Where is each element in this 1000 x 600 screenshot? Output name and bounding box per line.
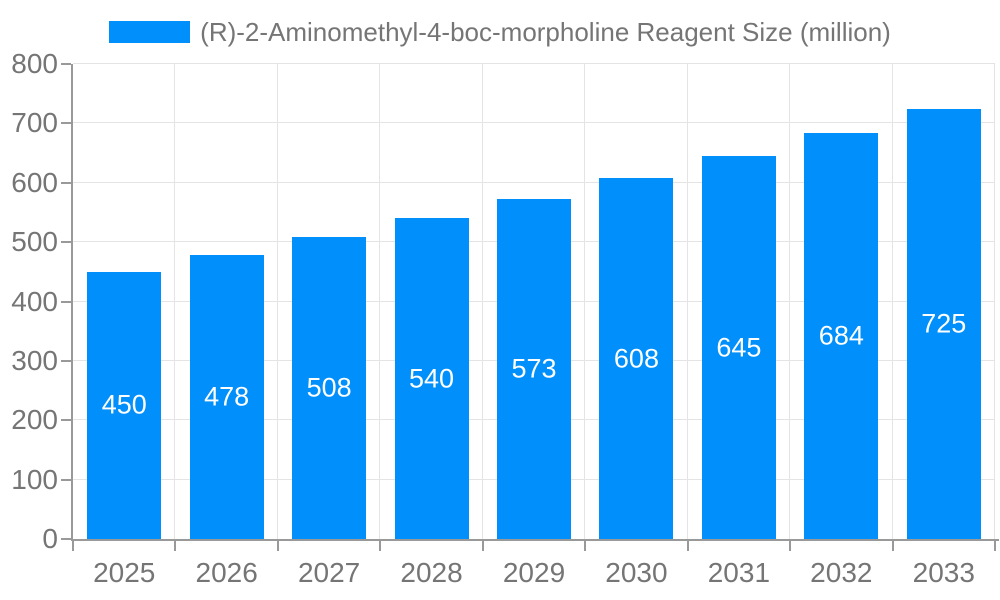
bar-value-label: 725 [921,308,967,339]
x-axis-tick [891,541,894,551]
v-gridline [789,64,791,539]
x-axis-tick [72,541,74,551]
x-axis-tick [174,541,177,551]
y-axis-line [71,64,73,541]
y-axis-tick [61,538,71,540]
bar-2027[interactable]: 508 [292,237,367,539]
x-axis-tick [994,541,996,551]
x-axis-line [71,539,999,541]
bar-2032[interactable]: 684 [804,132,879,539]
y-axis-tick [61,419,71,422]
y-axis-tick [61,300,71,303]
y-axis-tick-label: 400 [11,285,58,317]
bar-value-label: 645 [716,332,762,363]
y-axis-tick [61,122,71,125]
y-axis-tick-label: 100 [11,463,58,495]
x-axis-tick-label: 2031 [707,557,771,588]
bar-2033[interactable]: 725 [906,108,981,539]
x-axis-tick-label: 2025 [93,557,156,588]
bar-2026[interactable]: 478 [189,255,264,539]
y-axis-tick-label: 700 [11,107,58,139]
v-gridline [686,64,688,539]
bar-value-label: 684 [818,320,864,351]
y-axis-tick-label: 0 [42,523,58,554]
y-axis-tick [61,63,71,65]
y-axis-tick-label: 300 [11,344,58,376]
bar-value-label: 478 [204,381,250,412]
v-gridline [276,64,278,539]
legend-label: (R)-2-Aminomethyl-4-boc-morpholine Reage… [200,17,891,47]
x-axis-tick-label: 2027 [297,557,361,588]
y-axis-tick-label: 600 [11,166,58,198]
chart-legend[interactable]: (R)-2-Aminomethyl-4-boc-morpholine Reage… [0,17,1000,47]
y-axis-tick-label: 200 [11,404,58,436]
x-axis-tick [379,541,382,551]
x-axis-tick [584,541,587,551]
x-axis-tick-label: 2032 [810,557,873,588]
y-axis-tick [61,359,71,362]
bar-value-label: 540 [409,363,455,394]
bar-value-label: 608 [613,343,659,373]
legend-swatch [109,21,191,43]
y-axis-tick [61,181,71,184]
v-gridline [891,64,893,539]
y-axis-tick-label: 500 [11,226,58,258]
bar-2029[interactable]: 573 [497,198,571,539]
v-gridline [994,64,995,539]
h-gridline [73,63,995,64]
bar-2028[interactable]: 540 [394,218,469,539]
x-axis-tick-label: 2026 [195,557,258,588]
h-gridline [73,181,995,183]
bar-value-label: 573 [511,353,557,384]
plot-area: 0 100 200 300 400 500 600 700 800 450 2025 478 2026 5… [11,48,999,588]
x-axis-tick-label: 2028 [400,557,463,588]
h-gridline [73,122,995,124]
bar-value-label: 508 [306,372,352,403]
y-axis-tick [61,241,71,244]
bar-2031[interactable]: 645 [701,156,776,539]
v-gridline [584,64,586,539]
x-axis-tick [276,541,279,551]
bar-2025[interactable]: 450 [87,271,162,539]
x-axis-tick [686,541,689,551]
v-gridline [174,64,176,539]
bar-value-label: 450 [101,389,147,420]
x-axis-tick [481,541,484,551]
bar-2030[interactable]: 608 [599,178,674,539]
v-gridline [379,64,381,539]
x-axis-tick-label: 2030 [605,557,668,588]
x-axis-tick-label: 2029 [502,557,566,588]
y-axis-tick-label: 800 [11,48,58,79]
x-axis-tick [789,541,792,551]
y-axis-tick [61,478,71,481]
v-gridline [481,64,483,539]
x-axis-tick-label: 2033 [912,557,975,588]
